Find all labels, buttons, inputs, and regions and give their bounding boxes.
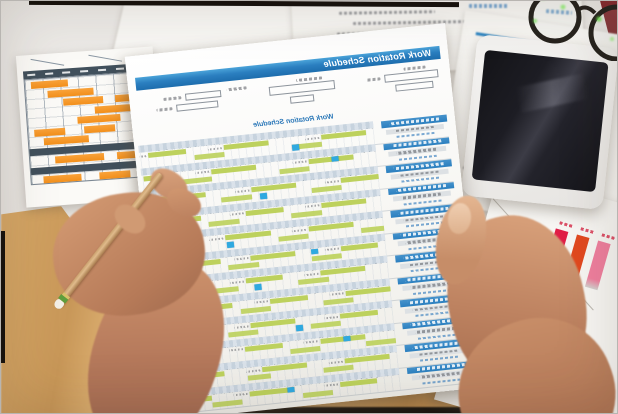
- gantt-bar: [43, 135, 89, 146]
- month-sublabel-text: [417, 349, 458, 357]
- chart-bar-label: [601, 233, 616, 241]
- glasses-green-glints: [533, 4, 614, 41]
- shift-code-text: [139, 154, 147, 158]
- chart-bar: [584, 240, 611, 291]
- gantt-header-tick: [80, 69, 89, 73]
- shift-code-text: [324, 315, 339, 320]
- chart-bar-label: [559, 221, 574, 228]
- shift-code-text: [234, 324, 249, 329]
- gantt-header-tick: [115, 67, 124, 71]
- gantt-bar: [63, 96, 104, 106]
- bottom-edge-shadow: [105, 407, 617, 413]
- glasses-right-lens: [588, 4, 617, 61]
- highlight-day-cell: [226, 241, 235, 248]
- shift-code-text: [304, 340, 319, 344]
- gantt-header-tick: [97, 68, 106, 72]
- month-sublabel-text: [419, 371, 460, 379]
- shift-code-text: [304, 204, 320, 208]
- gantt-bar: [34, 127, 66, 137]
- shift-code-text: [234, 256, 249, 261]
- month-sublabel-text: [412, 304, 453, 312]
- work-shift-span: [361, 225, 385, 234]
- form-field: [184, 89, 222, 101]
- top-paper-blue-text: [469, 4, 509, 8]
- tablet-screen: [471, 49, 609, 193]
- gantt-header-tick: [62, 71, 71, 74]
- shift-code-text: [233, 392, 248, 397]
- month-footnote-text: [422, 378, 461, 385]
- glasses-bridge: [575, 5, 597, 15]
- month-sublabel-text: [403, 215, 444, 222]
- work-shift-span: [212, 398, 244, 408]
- gantt-header-tick: [44, 72, 53, 75]
- work-shift-span: [302, 389, 334, 398]
- shift-code-text: [254, 300, 269, 304]
- highlight-day-cell: [292, 144, 300, 151]
- gantt-bar: [99, 170, 131, 180]
- highlight-day-cell: [331, 155, 340, 163]
- shift-code-text: [305, 136, 320, 141]
- gantt-bar: [43, 173, 82, 184]
- form-field: [289, 94, 315, 104]
- highlight-day-cell: [253, 283, 262, 291]
- shift-code-text: [328, 360, 344, 364]
- shift-code-text: [246, 368, 261, 373]
- screen-reflection: [516, 73, 589, 114]
- shift-code-text: [323, 383, 338, 388]
- shift-code-text: [229, 212, 244, 216]
- shift-code-text: [228, 348, 244, 352]
- month-sublabel-text: [410, 282, 451, 290]
- gantt-header-tick: [27, 73, 36, 77]
- month-sublabel-text: [398, 170, 439, 178]
- shift-code-text: [292, 160, 307, 165]
- highlight-day-cell: [296, 324, 304, 331]
- left-edge-shadow: [1, 231, 5, 363]
- month-sublabel-text: [415, 327, 456, 334]
- gantt-bar: [47, 87, 94, 98]
- shift-code-text: [195, 170, 210, 175]
- highlight-day-cell: [259, 192, 268, 199]
- form-label: [163, 96, 182, 102]
- gantt-bar: [76, 113, 121, 124]
- gantt-bar: [83, 123, 116, 133]
- form-label: [226, 86, 247, 92]
- shift-code-text: [234, 189, 250, 193]
- month-sublabel-text: [393, 125, 434, 133]
- form-label: [366, 77, 381, 82]
- form-field: [395, 80, 434, 92]
- form-field: [268, 80, 336, 96]
- shift-code-text: [304, 272, 319, 276]
- glasses-left-lens: [528, 1, 582, 44]
- gantt-leader-line: [30, 58, 65, 66]
- form-label: [156, 107, 173, 112]
- gantt-bar: [30, 79, 69, 89]
- work-shift-span: [247, 373, 271, 381]
- shift-code-text: [209, 236, 224, 241]
- eyeglasses: [528, 1, 617, 61]
- shift-code-text: [325, 179, 340, 184]
- month-sublabel-text: [396, 148, 437, 155]
- highlight-day-cell: [287, 386, 296, 393]
- shift-code-text: [329, 292, 344, 296]
- highlight-day-cell: [310, 248, 319, 255]
- shift-code-text: [324, 247, 339, 252]
- chart-bar-label: [580, 227, 595, 235]
- highlight-day-cell: [342, 335, 351, 342]
- shift-code-text: [207, 146, 222, 151]
- shift-code-text: [229, 280, 244, 284]
- gantt-leader-line: [88, 54, 123, 62]
- shift-code-text: [292, 228, 307, 232]
- form-field: [176, 100, 219, 112]
- month-sublabel-text: [400, 192, 441, 200]
- gantt-bar: [54, 153, 105, 164]
